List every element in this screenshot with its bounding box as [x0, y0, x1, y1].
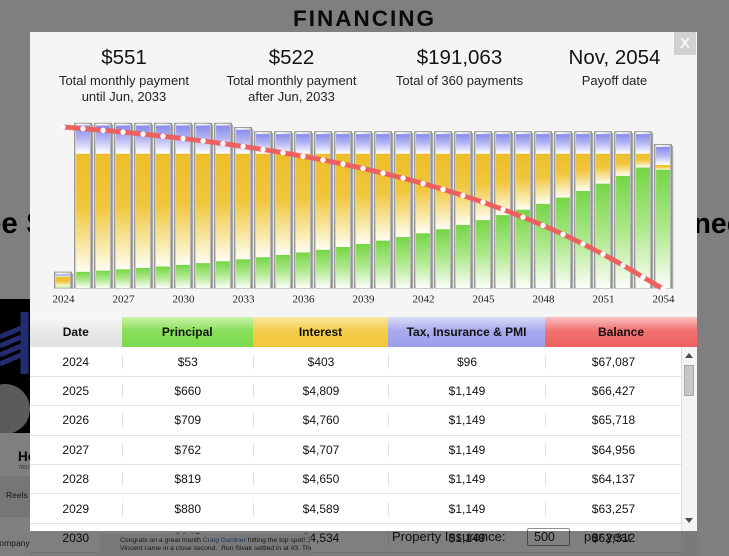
svg-text:2045: 2045: [473, 294, 496, 306]
svg-text:2027: 2027: [113, 294, 136, 306]
svg-text:2054: 2054: [653, 294, 676, 306]
svg-text:2033: 2033: [233, 294, 256, 306]
svg-text:2036: 2036: [293, 294, 316, 306]
svg-text:2030: 2030: [173, 294, 196, 306]
svg-text:2042: 2042: [413, 294, 435, 306]
svg-text:2024: 2024: [53, 294, 76, 306]
svg-text:2039: 2039: [353, 294, 376, 306]
svg-text:2048: 2048: [533, 294, 556, 306]
svg-text:2051: 2051: [593, 294, 615, 306]
